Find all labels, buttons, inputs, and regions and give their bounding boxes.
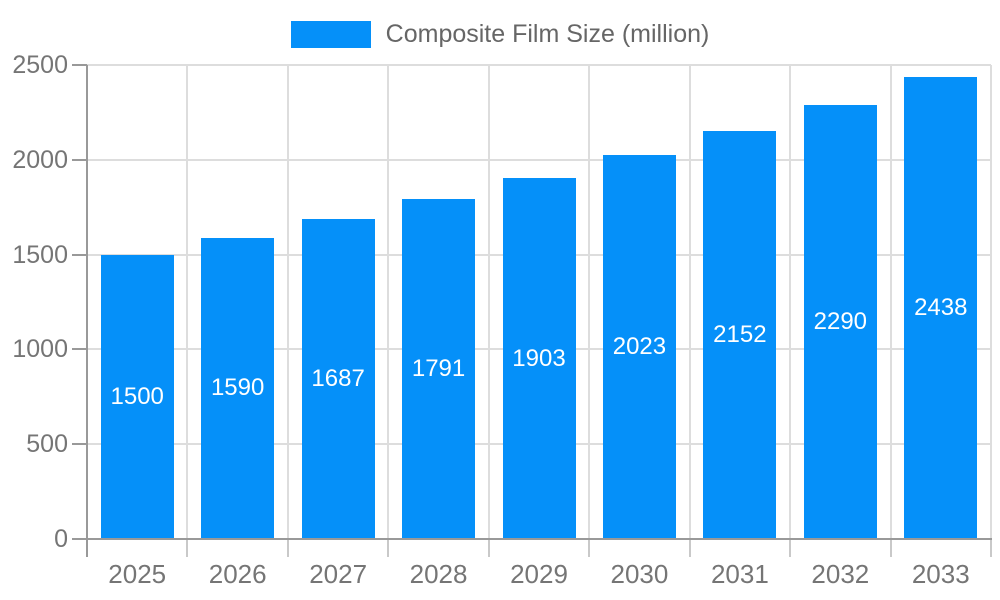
x-axis-label: 2031: [710, 559, 769, 589]
x-axis-tick: [588, 539, 591, 557]
gridline-vertical: [789, 65, 792, 539]
gridline-horizontal: [87, 64, 991, 66]
x-axis-tick: [688, 539, 691, 557]
gridline-horizontal: [87, 158, 991, 161]
y-axis-tick: [72, 64, 87, 66]
y-axis-tick: [72, 348, 87, 351]
x-axis-tick: [387, 539, 390, 557]
y-axis-label: 0: [54, 525, 68, 553]
bar-value-label: 1791: [411, 355, 466, 383]
gridline-vertical: [186, 65, 189, 539]
x-axis-tick: [487, 539, 490, 557]
y-axis-label: 1000: [12, 335, 68, 364]
bar-value-label: 1903: [512, 344, 566, 372]
x-axis-label: 2026: [208, 559, 267, 589]
legend-swatch[interactable]: [290, 20, 371, 48]
bar: [602, 155, 676, 539]
bar-value-label: 1590: [210, 374, 265, 402]
gridline-vertical: [387, 65, 390, 539]
y-axis-tick: [72, 443, 87, 446]
x-axis-tick: [990, 539, 992, 557]
gridline-vertical: [889, 65, 892, 539]
legend[interactable]: Composite Film Size (million): [0, 18, 1000, 50]
gridline-vertical: [688, 65, 691, 539]
bar-value-label: 1687: [311, 365, 365, 393]
x-axis-tick: [186, 539, 189, 557]
x-axis-line: [86, 538, 992, 540]
bar: [301, 219, 375, 539]
gridline-vertical: [588, 65, 591, 539]
bar-value-label: 1500: [110, 382, 164, 410]
x-axis-label: 2025: [108, 559, 167, 589]
bar: [803, 104, 877, 539]
bar: [904, 76, 978, 539]
bar: [201, 237, 275, 539]
x-axis-tick: [789, 539, 792, 557]
y-axis-label: 1500: [12, 240, 68, 269]
bar-value-label: 2152: [713, 320, 767, 348]
x-axis-label: 2032: [811, 559, 870, 589]
gridline-vertical: [487, 65, 490, 539]
x-axis-tick: [86, 539, 88, 557]
y-axis-label: 2500: [12, 51, 68, 79]
bar: [402, 199, 476, 539]
y-axis-tick: [72, 253, 87, 256]
bar: [502, 178, 576, 539]
x-axis-label: 2028: [409, 559, 468, 589]
bar: [703, 130, 777, 539]
bar-value-label: 2438: [914, 293, 968, 321]
y-axis-tick: [72, 158, 87, 161]
y-axis-tick: [72, 538, 87, 540]
x-axis-label: 2027: [309, 559, 368, 589]
x-axis-tick: [286, 539, 289, 557]
gridline-vertical: [286, 65, 289, 539]
bar-value-label: 2023: [612, 333, 667, 361]
y-axis-label: 2000: [12, 145, 68, 174]
legend-label[interactable]: Composite Film Size (million): [385, 19, 710, 48]
x-axis-tick: [889, 539, 892, 557]
x-axis-label: 2029: [510, 559, 568, 589]
x-axis-label: 2033: [911, 559, 970, 589]
bar-value-label: 2290: [813, 307, 868, 335]
bar: [100, 254, 174, 539]
x-axis-label: 2030: [610, 559, 669, 589]
y-axis-line: [86, 65, 88, 541]
y-axis-label: 500: [26, 430, 68, 459]
gridline-vertical: [990, 65, 992, 539]
